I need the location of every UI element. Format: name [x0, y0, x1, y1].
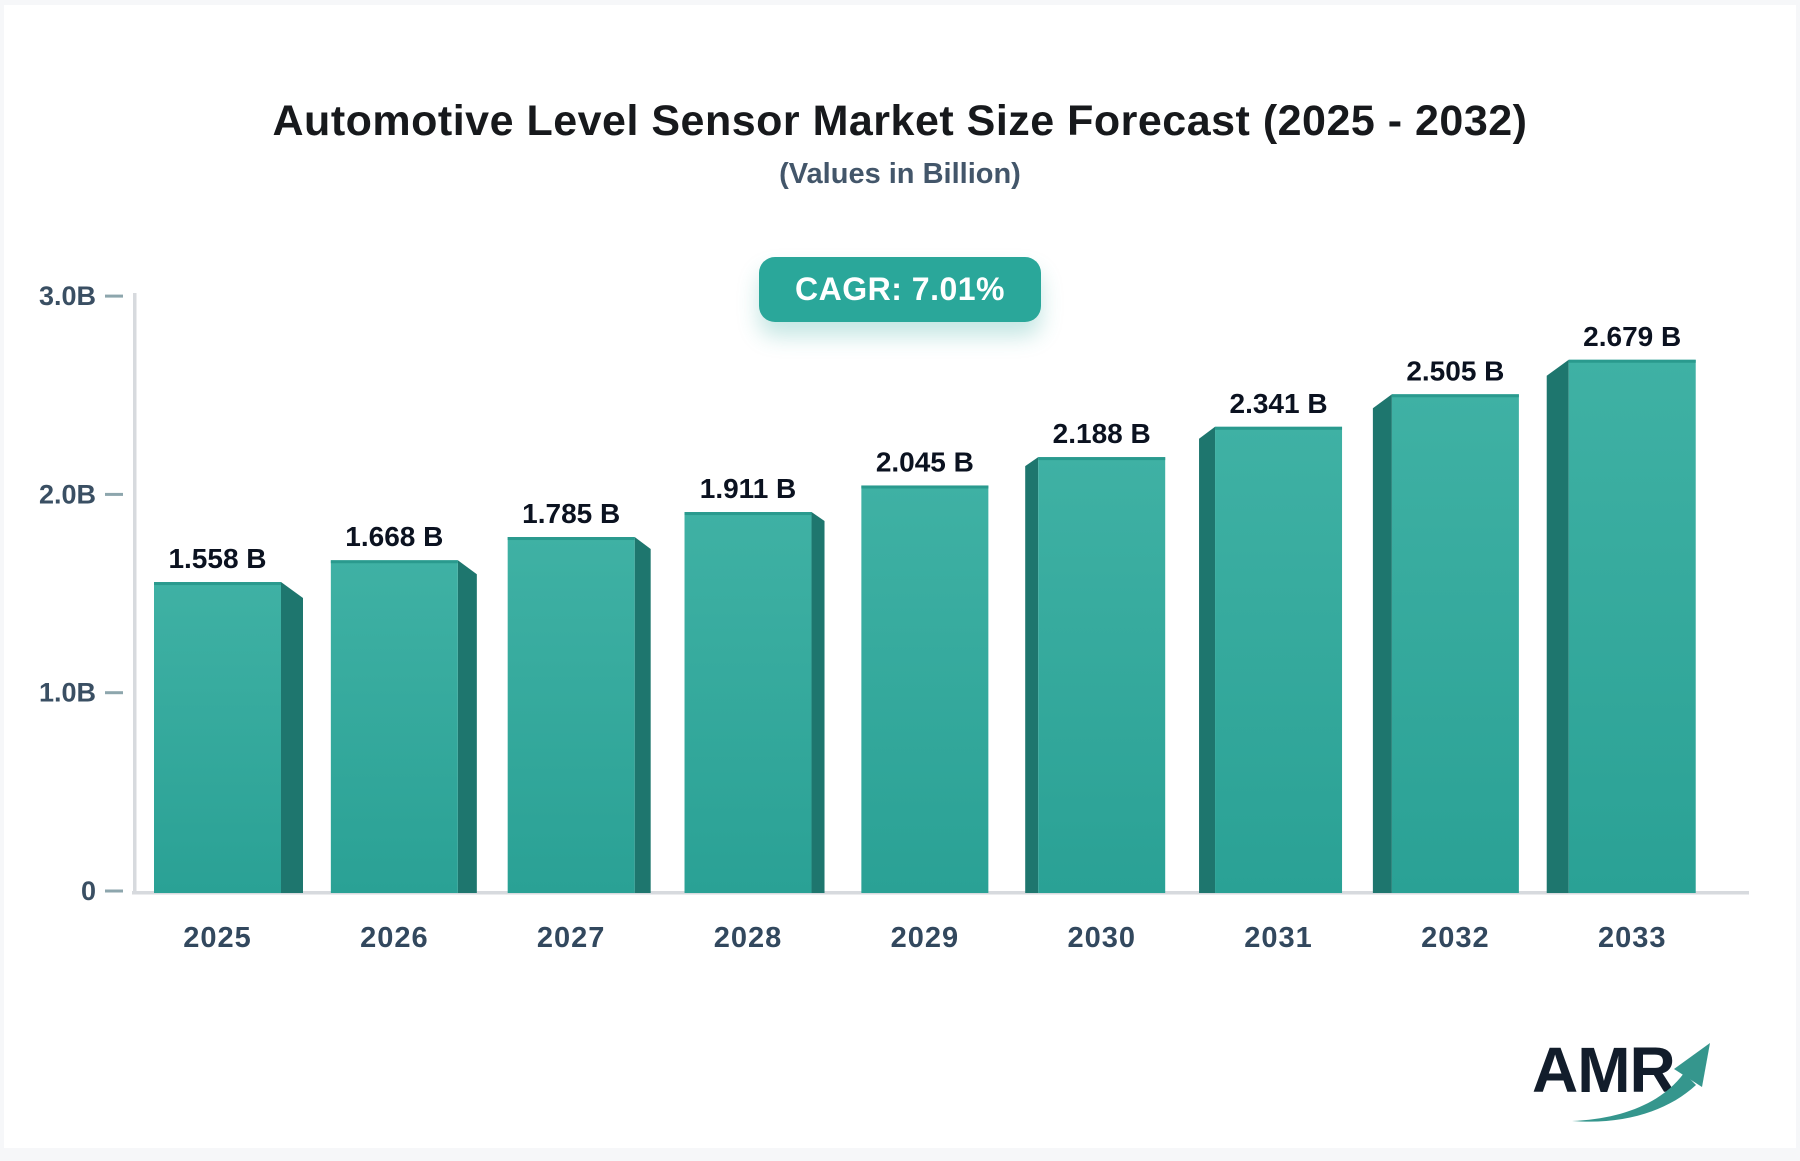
y-tick: [105, 889, 123, 893]
bar-top-edge: [507, 537, 635, 541]
x-tick-label: 2028: [714, 922, 783, 954]
bar-2026: 1.668 B 2026: [330, 521, 477, 954]
bar-value-label: 2.341 B: [1230, 388, 1328, 419]
bar-value-label: 1.558 B: [168, 543, 266, 574]
bar-top-edge: [330, 560, 458, 564]
bar-value-label: 1.911 B: [700, 473, 797, 504]
y-tick: [105, 294, 123, 298]
x-tick-label: 2032: [1421, 922, 1490, 954]
x-tick-label: 2033: [1598, 922, 1667, 954]
x-tick-label: 2029: [891, 922, 960, 954]
amr-logo-text: AMR: [1532, 1034, 1676, 1106]
bar-top-edge: [1568, 359, 1696, 363]
bar-side-face: [634, 537, 651, 893]
bar-front-face: [330, 560, 458, 893]
bar-value-label: 2.188 B: [1053, 418, 1151, 449]
bar-front-face: [861, 485, 989, 893]
y-axis-line: [133, 293, 137, 894]
bar-side-face: [1025, 457, 1039, 893]
x-tick-label: 2025: [183, 922, 252, 954]
bar-2030: 2.188 B 2030: [1025, 418, 1166, 954]
bar-top-edge: [154, 582, 281, 586]
bar-side-face: [1546, 359, 1569, 894]
bar-value-label: 2.679 B: [1583, 321, 1681, 352]
bar-side-face: [1199, 426, 1216, 893]
bar-front-face: [1391, 394, 1519, 893]
y-tick-label: 0: [81, 876, 96, 906]
chart-header: Automotive Level Sensor Market Size Fore…: [4, 97, 1796, 191]
bar-front-face: [1038, 457, 1166, 893]
chart-card: Automotive Level Sensor Market Size Fore…: [4, 5, 1796, 1148]
bar-2027: 1.785 B 2027: [507, 498, 651, 954]
bar-top-edge: [1215, 426, 1343, 430]
bar-side-face: [457, 560, 477, 893]
bar-side-face: [281, 582, 303, 893]
bar-front-face: [684, 512, 812, 893]
bar-chart: 0 1.0B 2.0B 3.0B 1.558 B 2025 1.668 B 2026 1.785…: [39, 281, 1749, 954]
bar-top-edge: [1038, 457, 1166, 461]
y-tick: [105, 492, 123, 496]
x-tick-label: 2026: [360, 922, 429, 954]
x-tick-label: 2027: [537, 922, 606, 954]
chart-title: Automotive Level Sensor Market Size Fore…: [272, 97, 1528, 145]
bar-top-edge: [861, 485, 989, 489]
bar-value-label: 1.668 B: [345, 521, 443, 552]
bar-value-label: 2.505 B: [1406, 355, 1504, 386]
bar-2029: 2.045 B 2029: [861, 446, 989, 954]
y-tick-label: 3.0B: [39, 281, 96, 311]
bar-front-face: [154, 582, 281, 893]
bar-top-edge: [684, 512, 812, 516]
y-tick-label: 1.0B: [39, 678, 96, 708]
bar-side-face: [811, 512, 825, 893]
x-tick-label: 2030: [1067, 922, 1136, 954]
bar-2032: 2.505 B 2032: [1372, 355, 1519, 954]
bar-value-label: 2.045 B: [876, 446, 974, 477]
growth-arrow-icon: [1572, 1043, 1710, 1122]
cagr-badge: CAGR: 7.01%: [759, 257, 1041, 322]
chart-subtitle: (Values in Billion): [779, 158, 1021, 190]
bar-front-face: [507, 537, 635, 893]
bar-front-face: [1568, 359, 1696, 894]
bar-side-face: [1372, 394, 1392, 893]
y-tick-label: 2.0B: [39, 479, 96, 509]
bar-2025: 1.558 B 2025: [154, 543, 303, 954]
bar-2028: 1.911 B 2028: [684, 473, 825, 954]
x-tick-label: 2031: [1244, 922, 1313, 954]
amr-logo: AMR: [1532, 1033, 1732, 1128]
y-tick: [105, 691, 123, 695]
bar-2031: 2.341 B 2031: [1199, 388, 1343, 954]
bar-front-face: [1215, 426, 1343, 893]
bar-top-edge: [1391, 394, 1519, 398]
bar-value-label: 1.785 B: [522, 498, 620, 529]
bar-2033: 2.679 B 2033: [1546, 321, 1696, 954]
